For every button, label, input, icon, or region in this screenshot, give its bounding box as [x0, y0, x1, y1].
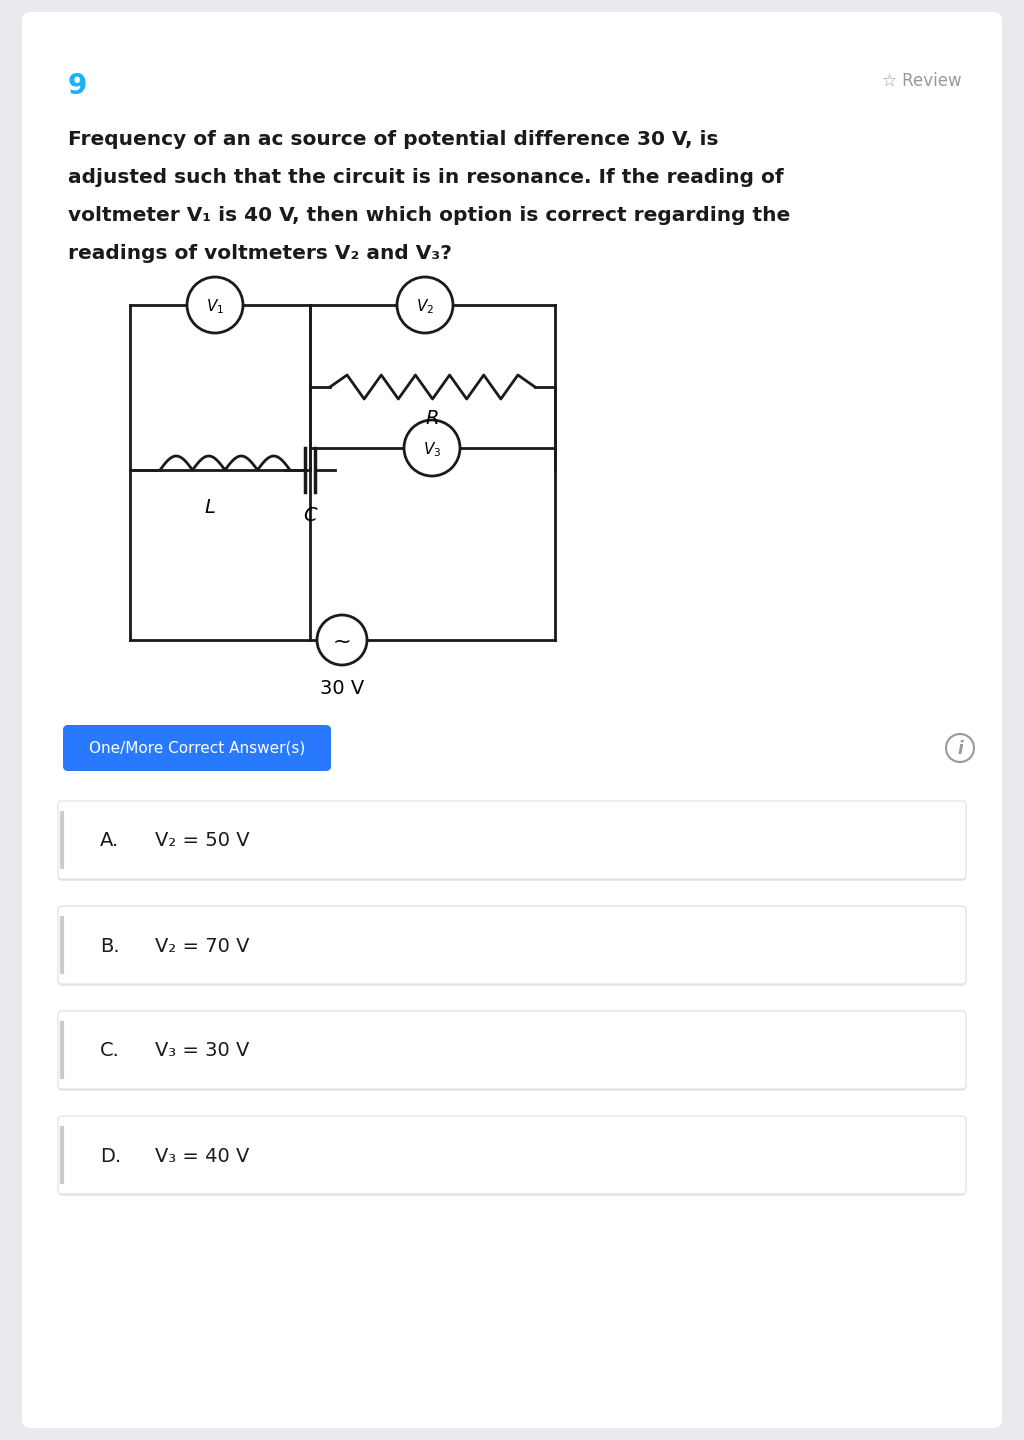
Text: L: L [205, 498, 215, 517]
FancyBboxPatch shape [58, 801, 966, 878]
FancyBboxPatch shape [58, 1011, 966, 1089]
Text: V₂ = 50 V: V₂ = 50 V [155, 831, 250, 851]
FancyBboxPatch shape [58, 906, 966, 986]
Text: voltmeter V₁ is 40 V, then which option is correct regarding the: voltmeter V₁ is 40 V, then which option … [68, 206, 791, 225]
Text: C.: C. [100, 1041, 120, 1060]
Text: adjusted such that the circuit is in resonance. If the reading of: adjusted such that the circuit is in res… [68, 168, 783, 187]
Text: D.: D. [100, 1146, 121, 1165]
Text: A.: A. [100, 831, 119, 851]
Text: One/More Correct Answer(s): One/More Correct Answer(s) [89, 740, 305, 756]
Text: V₃ = 30 V: V₃ = 30 V [155, 1041, 250, 1060]
Text: Frequency of an ac source of potential difference 30 V, is: Frequency of an ac source of potential d… [68, 130, 719, 148]
FancyBboxPatch shape [22, 12, 1002, 1428]
FancyBboxPatch shape [58, 801, 966, 881]
Text: i: i [957, 740, 963, 757]
Text: 30 V: 30 V [319, 680, 365, 698]
Text: $V_2$: $V_2$ [416, 298, 434, 317]
FancyBboxPatch shape [58, 906, 966, 984]
Circle shape [946, 734, 974, 762]
Text: readings of voltmeters V₂ and V₃?: readings of voltmeters V₂ and V₃? [68, 243, 452, 264]
Text: R: R [425, 409, 438, 428]
Circle shape [187, 276, 243, 333]
FancyBboxPatch shape [58, 1116, 966, 1197]
FancyBboxPatch shape [63, 724, 331, 770]
Text: ~: ~ [333, 632, 351, 652]
Text: $V_1$: $V_1$ [206, 298, 224, 317]
FancyBboxPatch shape [58, 1011, 966, 1092]
Text: V₂ = 70 V: V₂ = 70 V [155, 936, 250, 956]
Circle shape [397, 276, 453, 333]
Text: C: C [303, 505, 316, 526]
Circle shape [317, 615, 367, 665]
Text: V₃ = 40 V: V₃ = 40 V [155, 1146, 250, 1165]
Text: 9: 9 [68, 72, 87, 99]
Text: $V_3$: $V_3$ [423, 441, 441, 459]
Text: B.: B. [100, 936, 120, 956]
FancyBboxPatch shape [58, 1116, 966, 1194]
Circle shape [404, 420, 460, 477]
Text: ☆ Review: ☆ Review [883, 72, 962, 89]
